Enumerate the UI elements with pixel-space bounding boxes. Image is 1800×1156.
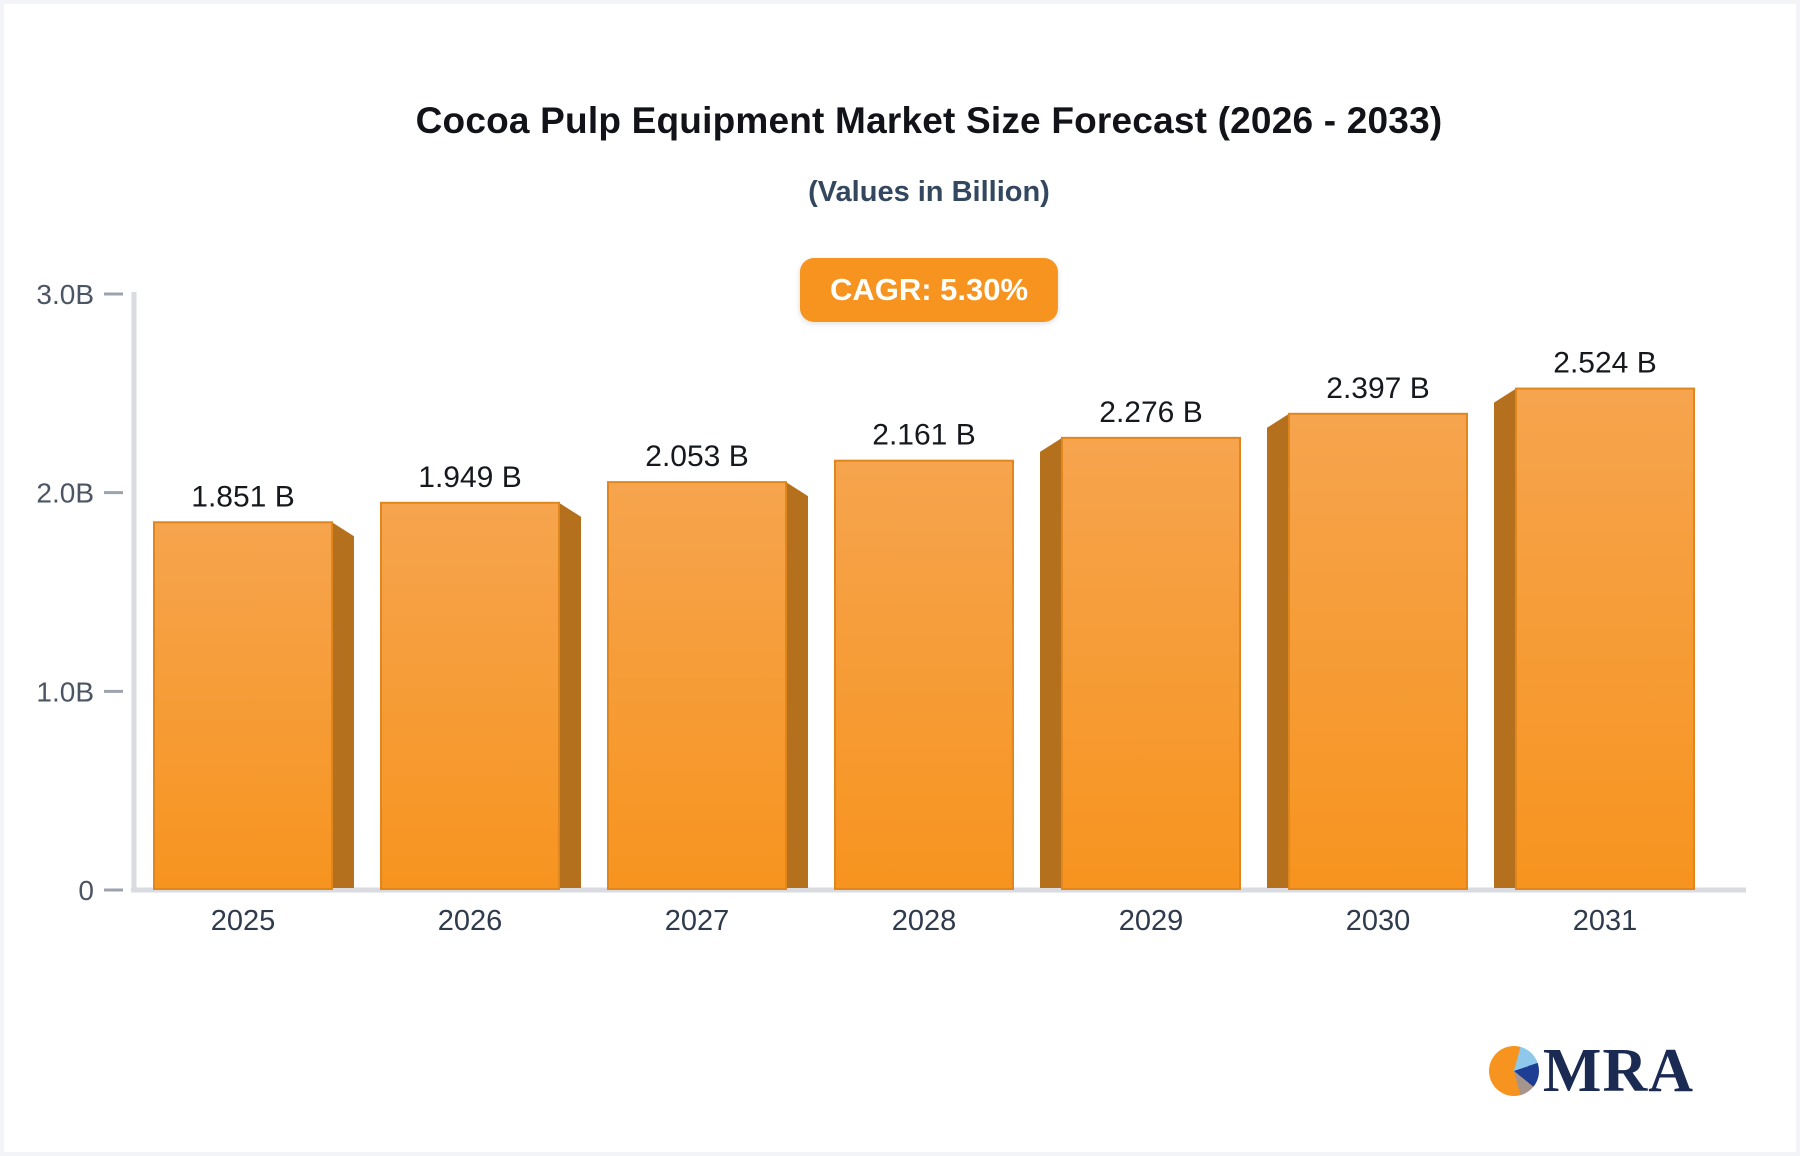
x-axis-category-label: 2028 xyxy=(892,905,957,937)
bar-2026[interactable] xyxy=(380,501,560,890)
bar-value-label: 2.524 B xyxy=(1553,347,1656,380)
bar-side-face xyxy=(1267,413,1289,888)
bar-value-label: 2.276 B xyxy=(1099,396,1202,429)
bar-2030[interactable] xyxy=(1288,412,1468,890)
y-axis-tick-label: 2.0B xyxy=(36,478,94,509)
y-axis-tick-label: 0 xyxy=(78,875,94,906)
bar-2031[interactable] xyxy=(1515,387,1695,890)
chart-title: Cocoa Pulp Equipment Market Size Forecas… xyxy=(415,100,1443,141)
bar-value-label: 2.397 B xyxy=(1326,372,1429,405)
y-axis-tick-label: 1.0B xyxy=(36,676,94,707)
pie-chart-logo-icon xyxy=(1488,1046,1539,1096)
bar-chart: 0 1.0B 2.0B 3.0B 1.851 B 2025 1.949 B 2026 2.053… xyxy=(36,279,1746,937)
bar-value-label: 2.053 B xyxy=(645,440,748,473)
x-axis-category-label: 2027 xyxy=(665,905,730,937)
chart-card: Cocoa Pulp Equipment Market Size Forecas… xyxy=(4,4,1796,1152)
bar-value-label: 1.949 B xyxy=(418,461,521,494)
x-axis-category-label: 2030 xyxy=(1346,905,1411,937)
bar-side-face xyxy=(786,482,808,888)
x-axis-category-label: 2029 xyxy=(1119,905,1184,937)
y-axis-tick-label: 3.0B xyxy=(36,279,94,310)
bar-side-face xyxy=(1040,437,1062,888)
bar-side-face xyxy=(559,502,581,888)
bar-2025[interactable] xyxy=(153,521,333,890)
x-axis-category-label: 2026 xyxy=(438,905,503,937)
bar-value-label: 1.851 B xyxy=(191,480,294,513)
cagr-badge: CAGR: 5.30% xyxy=(799,258,1059,322)
x-axis-category-label: 2025 xyxy=(211,905,276,937)
brand-logo-text: MRA xyxy=(1542,1037,1694,1105)
bar-side-face xyxy=(1494,388,1516,888)
bar-value-label: 2.161 B xyxy=(872,419,975,452)
brand-logo: MRA xyxy=(1488,1037,1694,1105)
bar-2027[interactable] xyxy=(607,481,787,890)
bar-side-face xyxy=(332,522,354,888)
x-axis-category-label: 2031 xyxy=(1573,905,1638,937)
bar-2028[interactable] xyxy=(834,459,1014,890)
chart-subtitle: (Values in Billion) xyxy=(808,176,1050,208)
bar-2029[interactable] xyxy=(1061,436,1241,890)
